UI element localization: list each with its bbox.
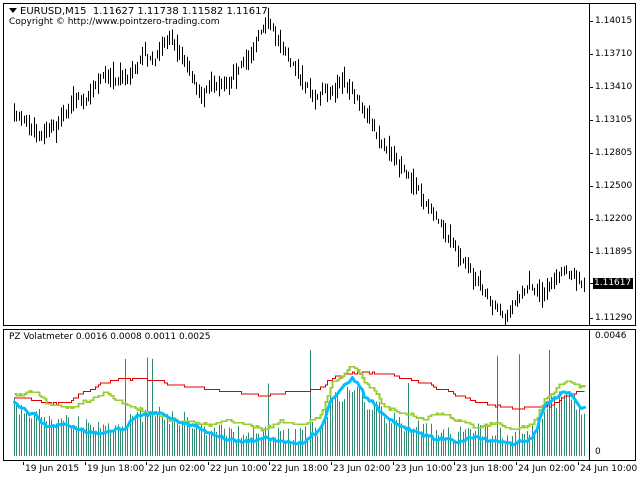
triangle-down-icon[interactable] [9,8,17,13]
price-axis-label: 1.13710 [595,49,633,59]
price-axis-label: 1.12200 [595,214,633,224]
time-axis-label: 22 Jun 18:00 [271,464,329,474]
price-axis-tick [590,252,593,253]
indicator-axis-label: 0 [595,447,601,457]
symbol-label: EURUSD,M15 [20,6,87,17]
current-price-tick [590,283,593,284]
price-axis-tick [590,120,593,121]
price-axis-label: 1.12805 [595,148,633,158]
price-axis-tick [590,153,593,154]
time-axis-tick [208,462,209,465]
time-axis-tick [454,462,455,465]
current-price-label: 1.11617 [593,278,634,289]
time-axis-tick [146,462,147,465]
time-axis-label: 22 Jun 10:00 [210,464,268,474]
price-axis-label: 1.13105 [595,115,633,125]
symbol-info-line: EURUSD,M15 1.11627 1.11738 1.11582 1.116… [9,6,268,17]
price-axis-label: 1.11290 [595,313,633,323]
time-axis-tick [331,462,332,465]
indicator-axis[interactable]: 0.0046 0 [589,330,635,460]
time-axis-label: 23 Jun 18:00 [456,464,514,474]
quote-values: 1.11627 1.11738 1.11582 1.11617 [92,6,268,17]
price-plot-area[interactable] [4,4,590,325]
indicator-series-svg [13,349,586,456]
volatility-histogram [14,349,585,456]
upper-band-line [14,371,585,410]
price-axis-tick [590,21,593,22]
chart-header: EURUSD,M15 1.11627 1.11738 1.11582 1.116… [9,6,268,28]
middle-band-line [14,366,586,432]
time-axis-tick [269,462,270,465]
indicator-header: PZ Volatmeter 0.0016 0.0008 0.0011 0.002… [9,332,210,342]
price-axis[interactable]: 1.14015 1.13710 1.13410 1.13105 1.12805 1.125… [589,4,635,325]
time-axis-label: 24 Jun 10:00 [580,464,638,474]
time-axis-tick [23,462,24,465]
price-chart-panel[interactable]: EURUSD,M15 1.11627 1.11738 1.11582 1.116… [3,3,636,326]
time-axis-label: 23 Jun 02:00 [333,464,391,474]
price-bars-svg [14,7,585,325]
copyright-label: Copyright © http://www.pointzero-trading… [9,17,220,27]
price-axis-tick [590,54,593,55]
price-axis-tick [590,318,593,319]
time-axis-tick [516,462,517,465]
time-axis-label: 22 Jun 02:00 [148,464,206,474]
price-axis-label: 1.11895 [595,247,633,257]
time-axis-label: 19 Jun 18:00 [87,464,145,474]
time-axis-label: 23 Jun 10:00 [395,464,453,474]
indicator-values: 0.0016 0.0008 0.0011 0.0025 [75,332,211,342]
price-axis-label: 1.13410 [595,82,633,92]
price-axis-tick [590,87,593,88]
indicator-plot-area[interactable] [4,330,590,460]
time-axis-label: 24 Jun 02:00 [518,464,576,474]
price-bar-group [14,7,585,325]
time-axis-tick [578,462,579,465]
time-axis[interactable]: 19 Jun 2015 19 Jun 18:00 22 Jun 02:00 22 Ju… [3,462,638,478]
time-axis-tick [85,462,86,465]
indicator-name: PZ Volatmeter [9,332,74,342]
indicator-panel[interactable]: PZ Volatmeter 0.0016 0.0008 0.0011 0.002… [3,329,636,461]
price-axis-label: 1.14015 [595,16,633,26]
time-axis-label: 19 Jun 2015 [25,464,80,474]
price-axis-tick [590,186,593,187]
price-axis-label: 1.12500 [595,181,633,191]
price-axis-tick [590,219,593,220]
indicator-axis-label: 0.0046 [595,331,627,341]
time-axis-tick [393,462,394,465]
volatility-line [13,375,586,447]
